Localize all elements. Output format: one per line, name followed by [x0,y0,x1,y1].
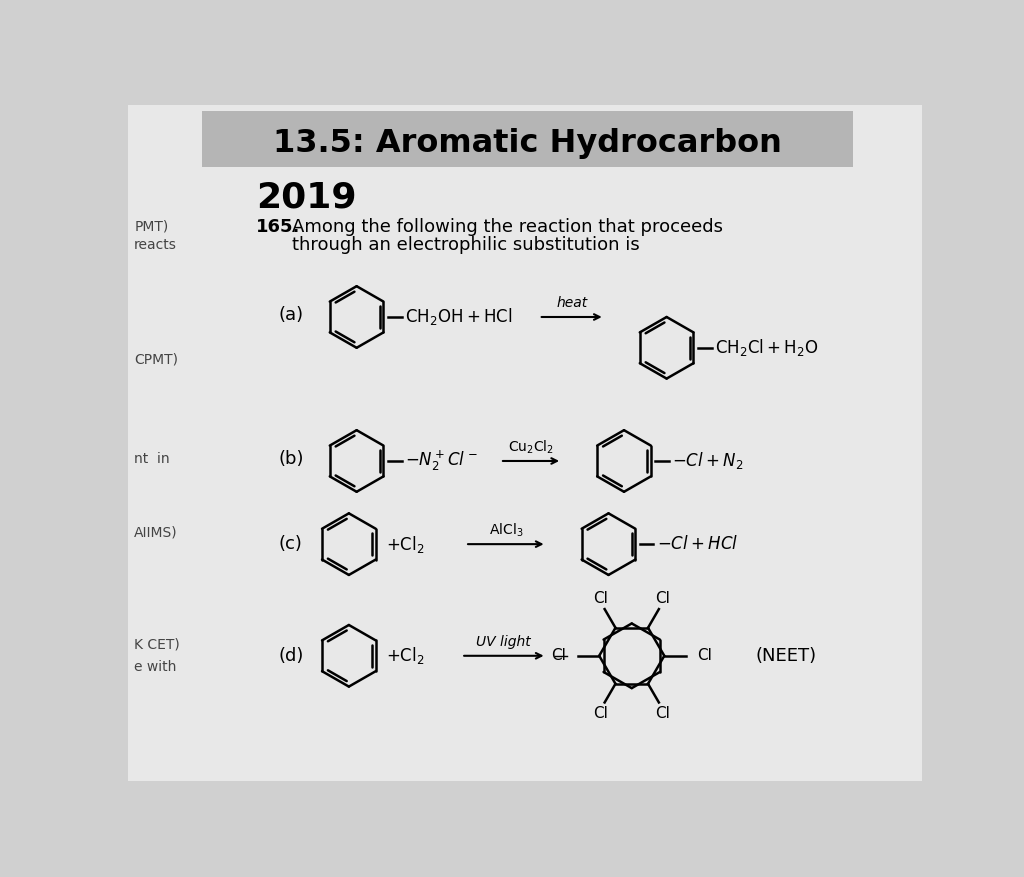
Text: $\mathregular{CH_2OH + HCl}$: $\mathregular{CH_2OH + HCl}$ [404,306,512,327]
Text: PMT): PMT) [134,220,169,234]
Text: nt  in: nt in [134,453,170,467]
Text: Cl: Cl [697,648,713,663]
Text: $-Cl + N_2$: $-Cl + N_2$ [672,451,743,472]
Text: (c): (c) [279,535,303,553]
Text: Cl: Cl [551,648,566,663]
Text: 2019: 2019 [256,181,356,215]
Text: e with: e with [134,660,176,674]
Text: $\mathregular{Cu_2Cl_2}$: $\mathregular{Cu_2Cl_2}$ [508,438,554,456]
Text: 13.5: Aromatic Hydrocarbon: 13.5: Aromatic Hydrocarbon [272,128,781,160]
Text: Cl: Cl [593,591,608,606]
Text: $\mathregular{+ Cl_2}$: $\mathregular{+ Cl_2}$ [386,533,425,554]
Text: (d): (d) [279,647,303,665]
FancyBboxPatch shape [202,111,853,167]
Text: (b): (b) [278,451,303,468]
Text: K CET): K CET) [134,638,180,652]
Text: $\mathregular{AlCl_3}$: $\mathregular{AlCl_3}$ [488,522,523,539]
Text: CPMT): CPMT) [134,353,178,367]
FancyBboxPatch shape [128,105,922,781]
Text: Cl: Cl [655,591,670,606]
Text: $-Cl + HCl$: $-Cl + HCl$ [656,535,737,553]
Text: $\mathregular{+ Cl_2}$: $\mathregular{+ Cl_2}$ [386,645,425,667]
Text: heat: heat [556,296,588,310]
Text: (a): (a) [279,306,303,324]
Text: (NEET): (NEET) [756,647,817,665]
Text: $-N_2^+Cl^-$: $-N_2^+Cl^-$ [404,449,477,473]
Text: reacts: reacts [134,239,177,253]
Text: Cl: Cl [593,706,608,721]
Text: UV light: UV light [476,635,531,649]
Text: through an electrophilic substitution is: through an electrophilic substitution is [292,237,640,254]
Text: AIIMS): AIIMS) [134,525,178,539]
Text: Cl: Cl [655,706,670,721]
Text: $\mathregular{CH_2Cl + H_2O}$: $\mathregular{CH_2Cl + H_2O}$ [715,338,818,359]
Text: 165.: 165. [256,217,300,236]
Text: Among the following the reaction that proceeds: Among the following the reaction that pr… [292,217,723,236]
